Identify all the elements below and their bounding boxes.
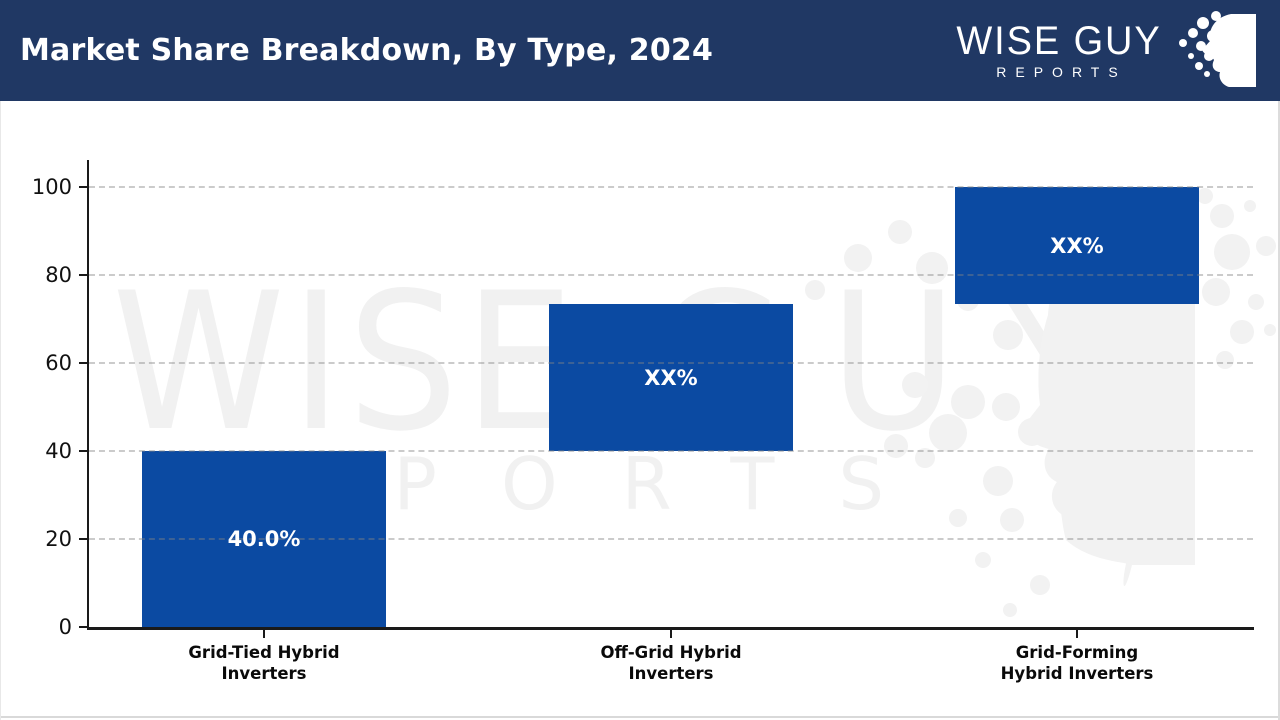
x-axis-spine: [87, 627, 1254, 630]
bar-value-label-3: XX%: [1050, 233, 1104, 258]
x-tick-1: [263, 630, 265, 638]
brand-logo: WISE GUY REPORTS: [951, 8, 1256, 93]
bar-value-label-1: 40.0%: [227, 527, 301, 551]
bottom-border-line: [0, 716, 1280, 718]
watermark-word-wise: WISE: [112, 252, 580, 473]
y-tick-0: [79, 626, 87, 628]
y-tick-label-0: 0: [58, 615, 72, 639]
y-tick-label-60: 60: [45, 351, 72, 375]
y-tick-label-80: 80: [45, 263, 72, 287]
category-label-1: Grid-Tied Hybrid Inverters: [188, 643, 340, 683]
bar-segment-2: [549, 304, 793, 451]
y-axis-spine: [87, 160, 89, 630]
left-border-line: [0, 101, 1, 720]
right-border-line: [1278, 101, 1280, 720]
gridline-40: [89, 450, 1253, 452]
bar-segment-3: [955, 187, 1199, 305]
brand-logo-text: WISE GUY REPORTS: [951, 21, 1167, 80]
y-tick-label-40: 40: [45, 439, 72, 463]
gridline-100: [89, 186, 1253, 188]
y-tick-40: [79, 450, 87, 452]
x-tick-3: [1076, 630, 1078, 638]
gridline-80: [89, 274, 1253, 276]
gridline-60: [89, 362, 1253, 364]
category-label-2: Off-Grid Hybrid Inverters: [600, 643, 742, 683]
dotted-head-icon: [1179, 11, 1256, 87]
bar-value-label-2: XX%: [644, 365, 698, 390]
brand-name-label: WISE GUY: [956, 19, 1162, 63]
y-tick-100: [79, 186, 87, 188]
y-tick-20: [79, 538, 87, 540]
gridline-20: [89, 538, 1253, 540]
y-tick-60: [79, 362, 87, 364]
category-label-3: Grid-Forming Hybrid Inverters: [1000, 643, 1154, 683]
y-tick-80: [79, 274, 87, 276]
y-tick-label-100: 100: [31, 175, 72, 199]
page-title: Market Share Breakdown, By Type, 2024: [20, 33, 714, 68]
bar-segment-1: [142, 451, 386, 627]
brand-reports-label: REPORTS: [996, 64, 1127, 80]
x-tick-2: [670, 630, 672, 638]
header-bar: Market Share Breakdown, By Type, 2024 WI…: [0, 0, 1280, 101]
y-tick-label-20: 20: [45, 527, 72, 551]
